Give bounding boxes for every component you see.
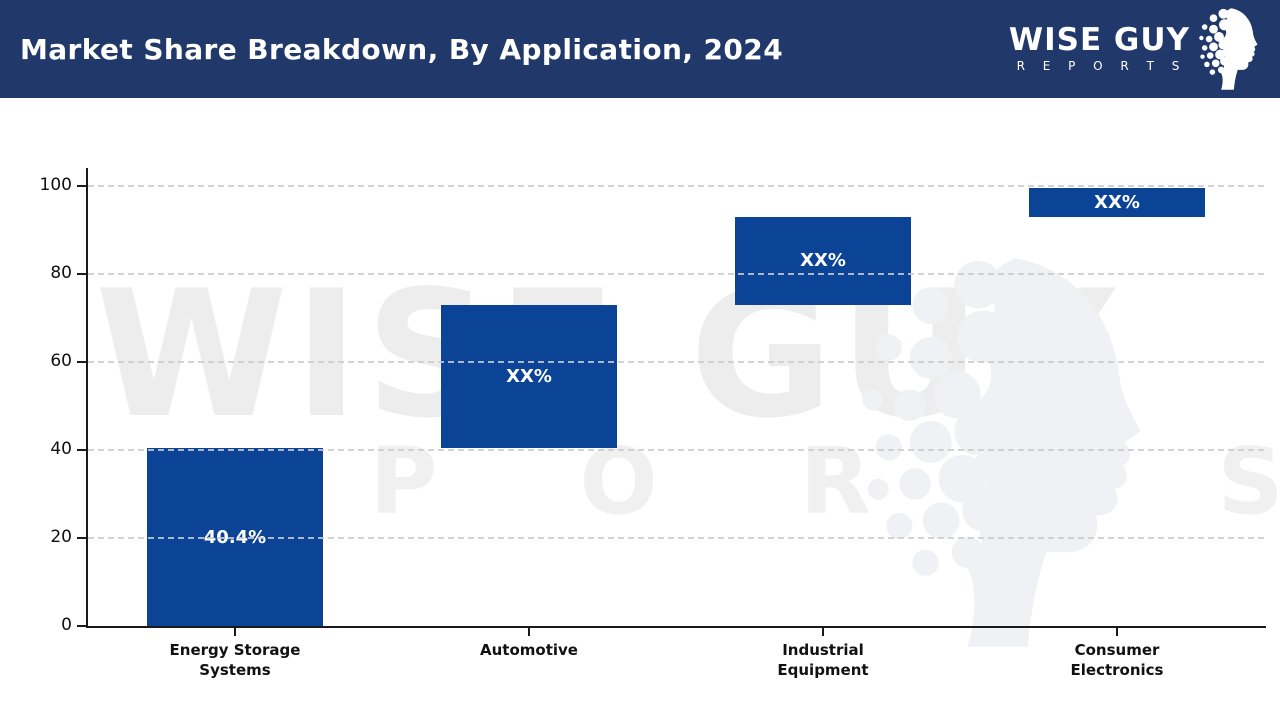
bar-value-label: XX% [800,250,846,272]
x-tick [528,628,530,636]
header-bar: Market Share Breakdown, By Application, … [0,0,1280,98]
x-tick [1116,628,1118,636]
y-tick [77,537,87,539]
gridline [88,449,1264,451]
y-tick [77,185,87,187]
gridline [88,537,1264,539]
bar-segment: XX% [1029,187,1205,217]
gridline [88,273,1264,275]
y-axis [86,168,88,628]
y-tick-label: 100 [39,175,72,195]
x-axis [86,626,1266,628]
x-category-label: Industrial Equipment [777,641,869,680]
y-tick-label: 80 [50,263,72,283]
wiseguy-face-icon [1199,8,1258,90]
y-tick-label: 40 [50,439,72,459]
page-title: Market Share Breakdown, By Application, … [20,32,784,66]
y-tick-label: 60 [50,351,72,371]
bar-segment: XX% [441,304,617,449]
brand-name: WISE GUY [1008,22,1190,58]
bar-value-label: XX% [1094,191,1140,213]
bar-segment: XX% [735,216,911,305]
y-tick [77,625,87,627]
chart-canvas: WISE GUY P O R T S 0 20 40 60 80 100 40.4% Ener… [0,98,1280,720]
x-category-label: Energy Storage Systems [169,641,301,680]
y-tick [77,361,87,363]
x-tick [822,628,824,636]
x-category-label: Consumer Electronics [1070,641,1164,680]
y-tick [77,273,87,275]
y-tick-label: 0 [61,615,72,635]
x-category-label: Automotive [480,641,578,659]
brand-logo: WISE GUY R E P O R T S [1009,5,1266,93]
gridline [88,361,1264,363]
brand-wordmark: WISE GUY R E P O R T S [1008,22,1190,74]
brand-subtitle: R E P O R T S [1016,59,1187,73]
x-tick [234,628,236,636]
y-tick [77,449,87,451]
gridline [88,185,1264,187]
y-tick-label: 20 [50,527,72,547]
bar-value-label: XX% [506,366,552,388]
